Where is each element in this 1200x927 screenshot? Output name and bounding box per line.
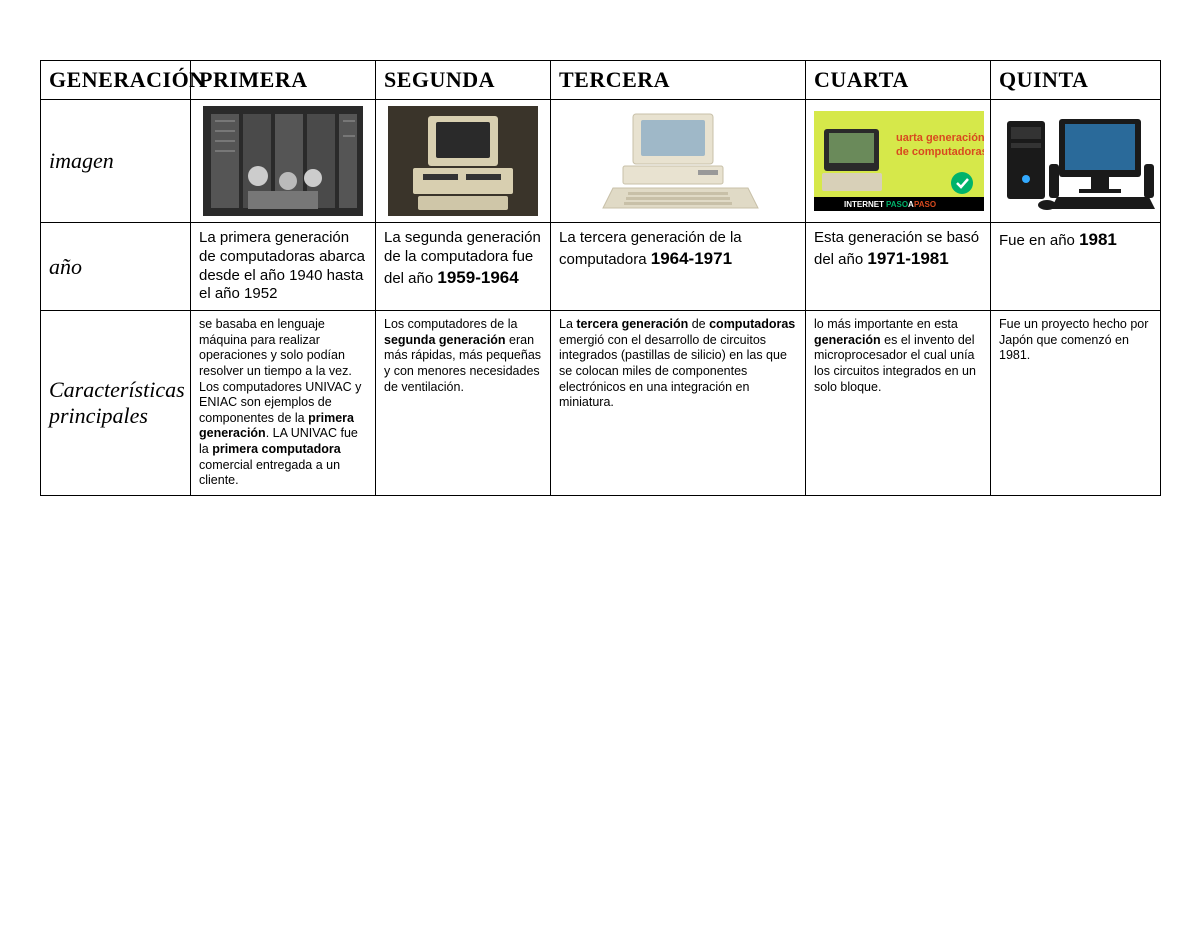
image-cuarta: uarta generación de computadoras INTERNE… (806, 100, 991, 223)
desktop-cream-icon (578, 106, 778, 216)
image-quinta (991, 100, 1161, 223)
banner-text-1: uarta generación (896, 132, 984, 144)
row-caracteristicas: Características principales se basaba en… (41, 311, 1161, 496)
generations-table: GENERACIÓN PRIMERA SEGUNDA TERCERA CUART… (40, 60, 1161, 496)
anio-segunda: La segunda generación de la computadora … (376, 223, 551, 311)
carac-cuarta: lo más importante en esta generación es … (806, 311, 991, 496)
carac-tercera: La tercera generación de computadoras em… (551, 311, 806, 496)
eniac-icon (203, 106, 363, 216)
carac-quinta: Fue un proyecto hecho por Japón que come… (991, 311, 1161, 496)
header-quinta: QUINTA (991, 61, 1161, 100)
svg-text:INTERNET: INTERNET (844, 200, 884, 209)
carac-primera: se basaba en lenguaje máquina para reali… (191, 311, 376, 496)
header-primera: PRIMERA (191, 61, 376, 100)
rowlabel-carac: Características principales (41, 311, 191, 496)
fourth-gen-banner-icon: uarta generación de computadoras INTERNE… (814, 111, 984, 211)
anio-tercera: La tercera generación de la computadora … (551, 223, 806, 311)
modern-pc-icon (999, 109, 1159, 214)
banner-text-2: de computadoras (896, 146, 984, 158)
image-primera (191, 100, 376, 223)
early-pc-icon (388, 106, 538, 216)
rowlabel-anio: año (41, 223, 191, 311)
image-segunda (376, 100, 551, 223)
header-row: GENERACIÓN PRIMERA SEGUNDA TERCERA CUART… (41, 61, 1161, 100)
header-tercera: TERCERA (551, 61, 806, 100)
anio-cuarta: Esta generación se basó del año 1971-198… (806, 223, 991, 311)
header-cuarta: CUARTA (806, 61, 991, 100)
header-segunda: SEGUNDA (376, 61, 551, 100)
rowlabel-imagen: imagen (41, 100, 191, 223)
carac-segunda: Los computadores de la segunda generació… (376, 311, 551, 496)
row-imagen: imagen (41, 100, 1161, 223)
anio-quinta: Fue en año 1981 (991, 223, 1161, 311)
header-generacion: GENERACIÓN (41, 61, 191, 100)
image-tercera (551, 100, 806, 223)
svg-text:PASO: PASO (886, 200, 908, 209)
anio-primera: La primera generación de computadoras ab… (191, 223, 376, 311)
svg-text:PASO: PASO (914, 200, 936, 209)
row-anio: año La primera generación de computadora… (41, 223, 1161, 311)
